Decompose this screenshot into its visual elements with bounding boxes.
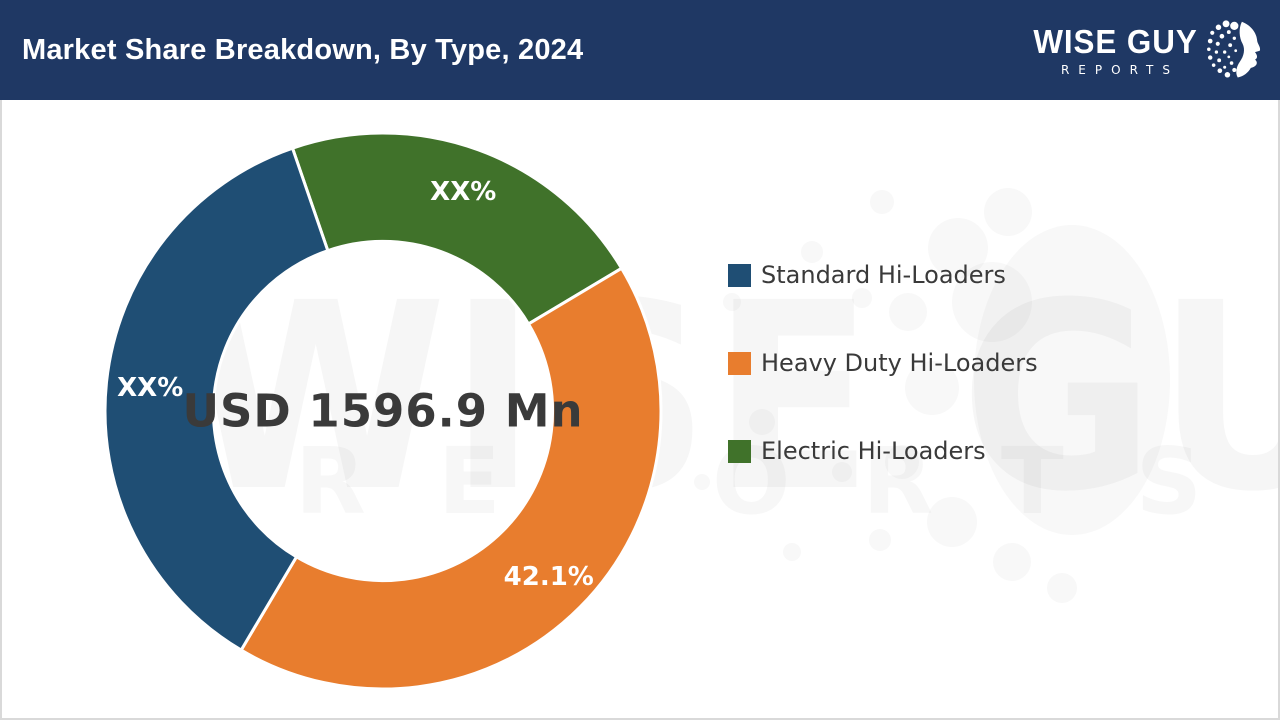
page-title: Market Share Breakdown, By Type, 2024	[22, 33, 584, 66]
legend-label-heavy-duty: Heavy Duty Hi-Loaders	[761, 349, 1038, 377]
header-bar: Market Share Breakdown, By Type, 2024 WI…	[0, 0, 1280, 100]
donut-segment-standard-hi-loaders	[103, 146, 330, 652]
segment-value-label: XX%	[117, 373, 183, 403]
legend-item-heavy-duty: Heavy Duty Hi-Loaders	[728, 349, 1038, 377]
logo-brand-name: WISE GUY	[1033, 22, 1198, 60]
logo-face-icon	[1207, 20, 1261, 78]
legend-item-electric: Electric Hi-Loaders	[728, 437, 1038, 465]
legend: Standard Hi-Loaders Heavy Duty Hi-Loader…	[728, 261, 1038, 527]
legend-item-standard: Standard Hi-Loaders	[728, 261, 1038, 289]
legend-label-electric: Electric Hi-Loaders	[761, 437, 986, 465]
legend-label-standard: Standard Hi-Loaders	[761, 261, 1006, 289]
wise-guy-logo-text: WISE GUY REPORTS	[1029, 25, 1202, 76]
center-value-label: USD 1596.9 Mn	[182, 384, 584, 438]
legend-swatch-standard	[728, 263, 751, 287]
legend-swatch-electric	[728, 439, 751, 463]
logo-brand-subtitle: REPORTS	[1060, 62, 1179, 77]
donut-segment-electric-hi-loaders	[290, 131, 624, 326]
segment-value-label: XX%	[430, 177, 496, 207]
segment-value-label: 42.1%	[504, 562, 594, 592]
legend-swatch-heavy-duty	[728, 351, 751, 375]
watermark-wordmark: WISE GUY	[185, 248, 1280, 548]
wise-guy-logo: WISE GUY REPORTS	[1029, 0, 1266, 100]
donut-segment-heavy-duty-hi-loaders	[239, 266, 663, 691]
